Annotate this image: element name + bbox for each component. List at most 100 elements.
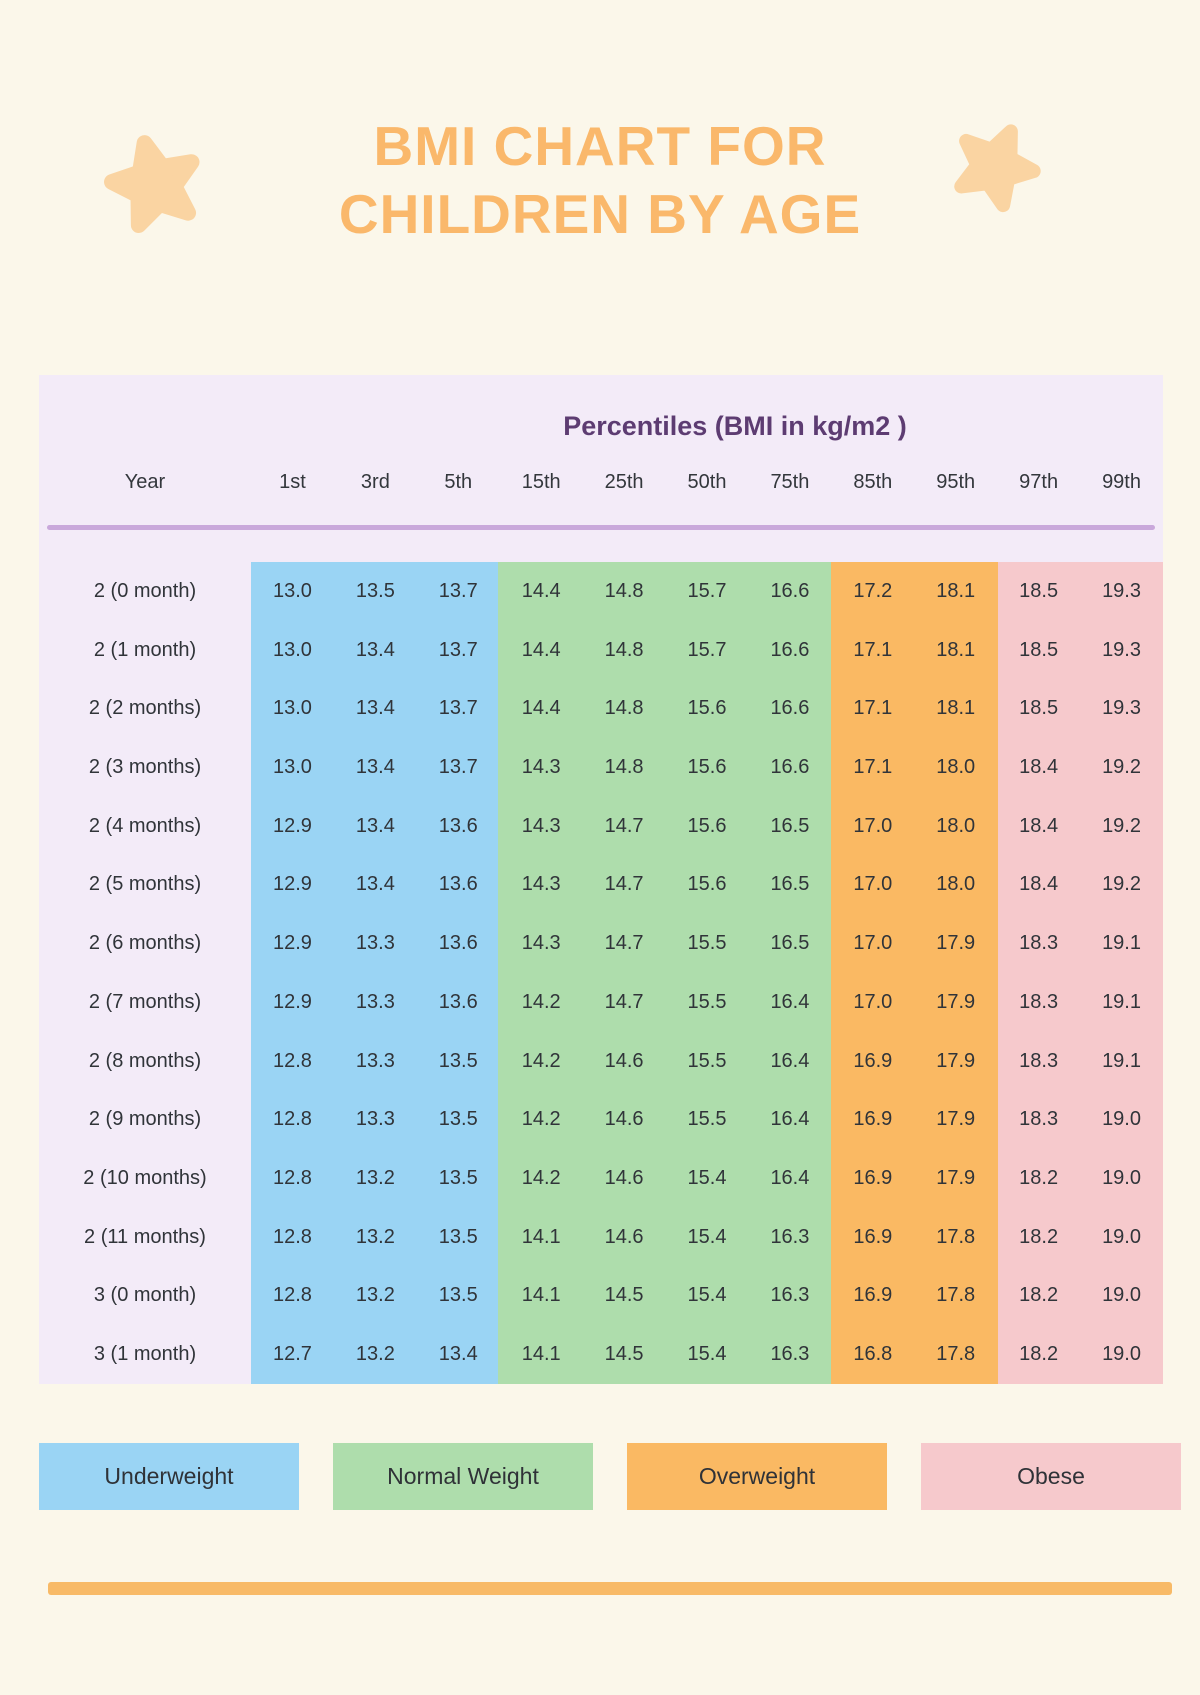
header-divider [47,525,1155,530]
row-label: 2 (8 months) [88,1049,202,1072]
bmi-value-cell: 17.0 [853,873,893,896]
column-header: 99th [1102,471,1141,493]
row-label: 2 (9 months) [88,1108,202,1131]
bmi-value-cell: 17.8 [936,1225,976,1248]
bmi-value-cell: 18.5 [1019,579,1059,602]
row-label: 2 (7 months) [88,990,202,1013]
bmi-value-cell: 14.2 [521,1167,561,1190]
bmi-value-cell: 18.2 [1019,1343,1059,1366]
column-header: 25th [604,471,644,493]
bmi-value-cell: 18.5 [1019,638,1059,661]
bmi-value-cell: 15.4 [687,1284,727,1307]
bmi-value-cell: 12.8 [272,1108,312,1131]
bmi-value-cell: 14.2 [521,1108,561,1131]
row-label: 2 (4 months) [88,814,202,837]
bmi-value-cell: 16.3 [770,1225,810,1248]
bmi-table: Percentiles (BMI in kg/m2 ) Year 1st 3rd 5t… [39,375,1163,1384]
table-row: 2 (11 months) 12.8 13.2 13.5 14.1 14.6 15.4 16.… [39,1208,1163,1267]
column-header: 85th [853,471,893,493]
column-header: 75th [770,471,810,493]
page-title-line1: BMI CHART FOR [373,115,827,177]
bmi-value-cell: 17.9 [936,1049,976,1072]
bmi-value-cell: 13.0 [272,756,312,779]
column-header-row: Year 1st 3rd 5th 15th 25th 50th 75th 85th 95th 97t… [39,471,1163,494]
table-row: 2 (8 months) 12.8 13.3 13.5 14.2 14.6 15.5 16.4… [39,1032,1163,1091]
column-header: 3rd [360,471,390,493]
underweight-band [251,562,498,1384]
bmi-value-cell: 14.8 [604,579,644,602]
bmi-value-cell: 14.6 [604,1167,644,1190]
bmi-value-cell: 13.2 [355,1167,395,1190]
bmi-value-cell: 14.8 [604,756,644,779]
bmi-value-cell: 14.3 [521,814,561,837]
bmi-value-cell: 13.3 [355,990,395,1013]
bmi-value-cell: 13.5 [438,1284,478,1307]
bmi-value-cell: 13.6 [438,990,478,1013]
bmi-value-cell: 12.9 [272,990,312,1013]
bmi-value-cell: 13.6 [438,932,478,955]
bmi-value-cell: 13.2 [355,1284,395,1307]
bmi-value-cell: 13.4 [355,697,395,720]
bmi-value-cell: 17.0 [853,932,893,955]
row-label: 2 (0 month) [93,579,197,602]
bmi-value-cell: 15.6 [687,756,727,779]
bmi-value-cell: 18.1 [936,697,976,720]
bmi-value-cell: 18.3 [1019,1108,1059,1131]
bmi-value-cell: 14.6 [604,1225,644,1248]
column-header: 1st [279,471,306,493]
bmi-value-cell: 13.0 [272,638,312,661]
bmi-value-cell: 19.3 [1102,697,1141,720]
bmi-value-cell: 19.0 [1102,1225,1141,1248]
bmi-value-cell: 13.4 [355,873,395,896]
bmi-value-cell: 13.4 [355,814,395,837]
bmi-value-cell: 12.9 [272,932,312,955]
table-row: 2 (3 months) 13.0 13.4 13.7 14.3 14.8 15.6 16.6… [39,738,1163,797]
bmi-value-cell: 14.3 [521,932,561,955]
page-title: BMI CHART FOR CHILDREN BY AGE [0,112,1200,248]
bmi-value-cell: 15.5 [687,1108,727,1131]
bmi-value-cell: 13.5 [438,1108,478,1131]
row-label: 2 (10 months) [83,1167,207,1190]
legend-item: Normal Weight [333,1443,593,1510]
bmi-value-cell: 19.0 [1102,1343,1141,1366]
bmi-value-cell: 14.5 [604,1343,644,1366]
bmi-value-cell: 18.3 [1019,990,1059,1013]
bmi-value-cell: 19.2 [1102,873,1141,896]
bmi-value-cell: 15.6 [687,873,727,896]
star-icon [104,135,200,233]
bmi-value-cell: 16.8 [853,1343,893,1366]
bmi-value-cell: 14.4 [521,697,561,720]
bmi-value-cell: 19.0 [1102,1167,1141,1190]
bmi-value-cell: 14.5 [604,1284,644,1307]
bmi-value-cell: 13.3 [355,1049,395,1072]
normal-weight-band [498,562,831,1384]
star-icon [954,124,1041,213]
bmi-value-cell: 14.7 [604,873,644,896]
legend-item: Obese [921,1443,1181,1510]
bmi-value-cell: 17.9 [936,1167,976,1190]
row-header-label: Year [124,471,166,493]
bmi-value-cell: 13.6 [438,814,478,837]
bmi-value-cell: 14.8 [604,638,644,661]
bmi-value-cell: 16.6 [770,756,810,779]
bmi-value-cell: 16.3 [770,1284,810,1307]
table-row: 2 (5 months) 12.9 13.4 13.6 14.3 14.7 15.6 16.5… [39,856,1163,915]
page-title-line2: CHILDREN BY AGE [338,183,862,245]
legend-label: Normal Weight [387,1463,539,1489]
bmi-value-cell: 15.7 [687,579,727,602]
bmi-value-cell: 16.9 [853,1049,893,1072]
bmi-value-cell: 14.6 [604,1049,644,1072]
bmi-value-cell: 18.0 [936,873,976,896]
bmi-value-cell: 14.2 [521,1049,561,1072]
bmi-value-cell: 18.2 [1019,1225,1059,1248]
bmi-value-cell: 15.4 [687,1225,727,1248]
bmi-value-cell: 14.7 [604,990,644,1013]
bmi-value-cell: 13.7 [438,756,478,779]
column-header: 5th [444,471,473,493]
bmi-value-cell: 14.1 [521,1343,561,1366]
bmi-value-cell: 12.8 [272,1167,312,1190]
bmi-value-cell: 13.4 [355,638,395,661]
legend-label: Obese [1017,1463,1085,1489]
bmi-value-cell: 13.0 [272,697,312,720]
bmi-value-cell: 18.0 [936,814,976,837]
